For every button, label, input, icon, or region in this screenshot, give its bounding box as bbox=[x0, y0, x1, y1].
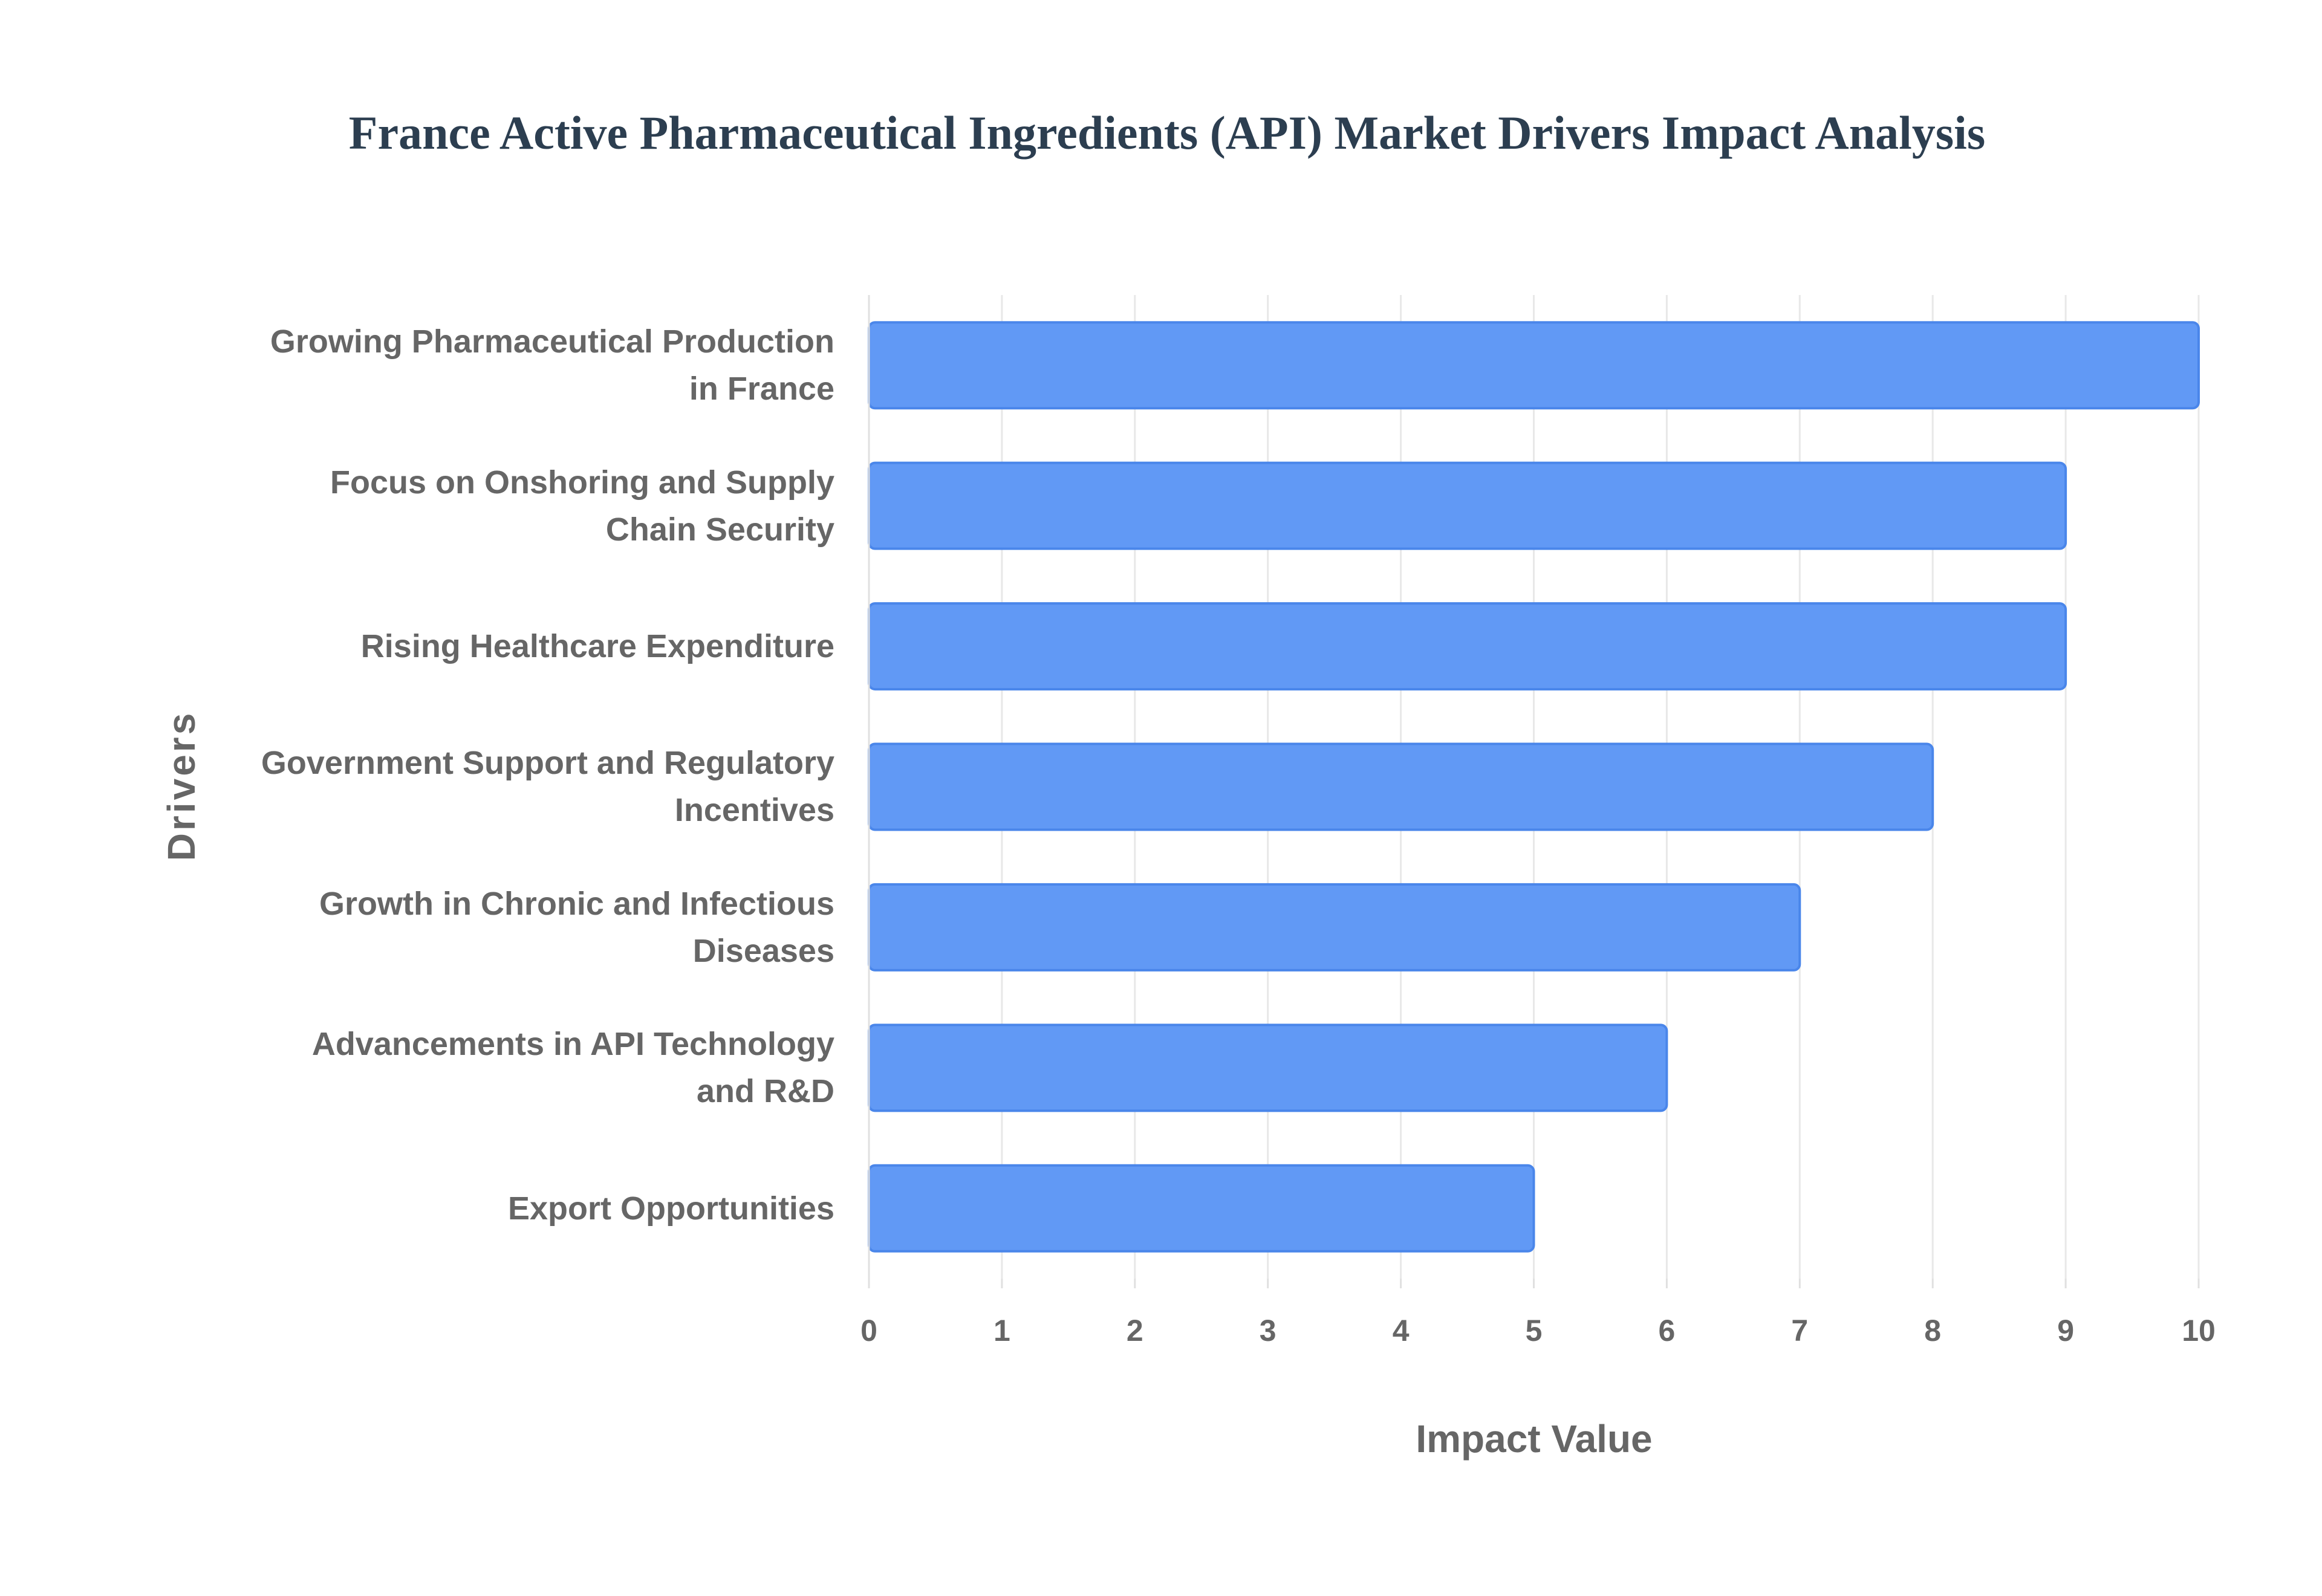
y-tick-label-box: Growth in Chronic and Infectious Disease… bbox=[319, 885, 834, 969]
bar bbox=[868, 461, 2067, 550]
x-tick-label: 4 bbox=[1393, 1314, 1410, 1348]
x-tick-label: 6 bbox=[1658, 1314, 1675, 1348]
y-tick-label: Growing Pharmaceutical Production in Fra… bbox=[270, 323, 834, 407]
x-tick-label: 1 bbox=[994, 1314, 1010, 1348]
x-tick-label: 8 bbox=[1924, 1314, 1941, 1348]
y-tick-label-box: Growing Pharmaceutical Production in Fra… bbox=[270, 323, 834, 407]
x-tick-label: 0 bbox=[860, 1314, 877, 1348]
y-tick-label-box: Rising Healthcare Expenditure bbox=[360, 628, 834, 665]
bar bbox=[868, 742, 1934, 831]
chart-title: France Active Pharmaceutical Ingredients… bbox=[349, 106, 1985, 159]
y-tick-label-box: Export Opportunities bbox=[508, 1190, 834, 1227]
y-tick-label-box: Advancements in API Technology and R&D bbox=[311, 1026, 834, 1110]
y-tick-label: Export Opportunities bbox=[508, 1190, 834, 1227]
y-tick-label: Government Support and Regulatory Incent… bbox=[261, 745, 834, 829]
y-axis-title: Drivers bbox=[160, 711, 203, 861]
bar bbox=[868, 1023, 1668, 1112]
bar bbox=[868, 602, 2067, 691]
y-tick-label: Rising Healthcare Expenditure bbox=[360, 628, 834, 665]
x-tick-label: 9 bbox=[2057, 1314, 2074, 1348]
x-tick-label: 3 bbox=[1260, 1314, 1276, 1348]
y-tick-label-box: Government Support and Regulatory Incent… bbox=[261, 745, 834, 829]
y-tick-label-box: Focus on Onshoring and Supply Chain Secu… bbox=[330, 464, 834, 548]
y-tick-label: Focus on Onshoring and Supply Chain Secu… bbox=[330, 464, 834, 548]
bar bbox=[868, 1164, 1535, 1253]
x-axis-title: Impact Value bbox=[1416, 1417, 1652, 1461]
bar bbox=[868, 883, 1801, 972]
y-tick-label: Advancements in API Technology and R&D bbox=[311, 1026, 834, 1110]
x-tick-label: 5 bbox=[1526, 1314, 1543, 1348]
bar bbox=[868, 321, 2200, 410]
x-tick-label: 7 bbox=[1791, 1314, 1808, 1348]
x-tick-label: 10 bbox=[2182, 1314, 2216, 1348]
x-tick-label: 2 bbox=[1127, 1314, 1143, 1348]
y-tick-label: Growth in Chronic and Infectious Disease… bbox=[319, 885, 834, 969]
